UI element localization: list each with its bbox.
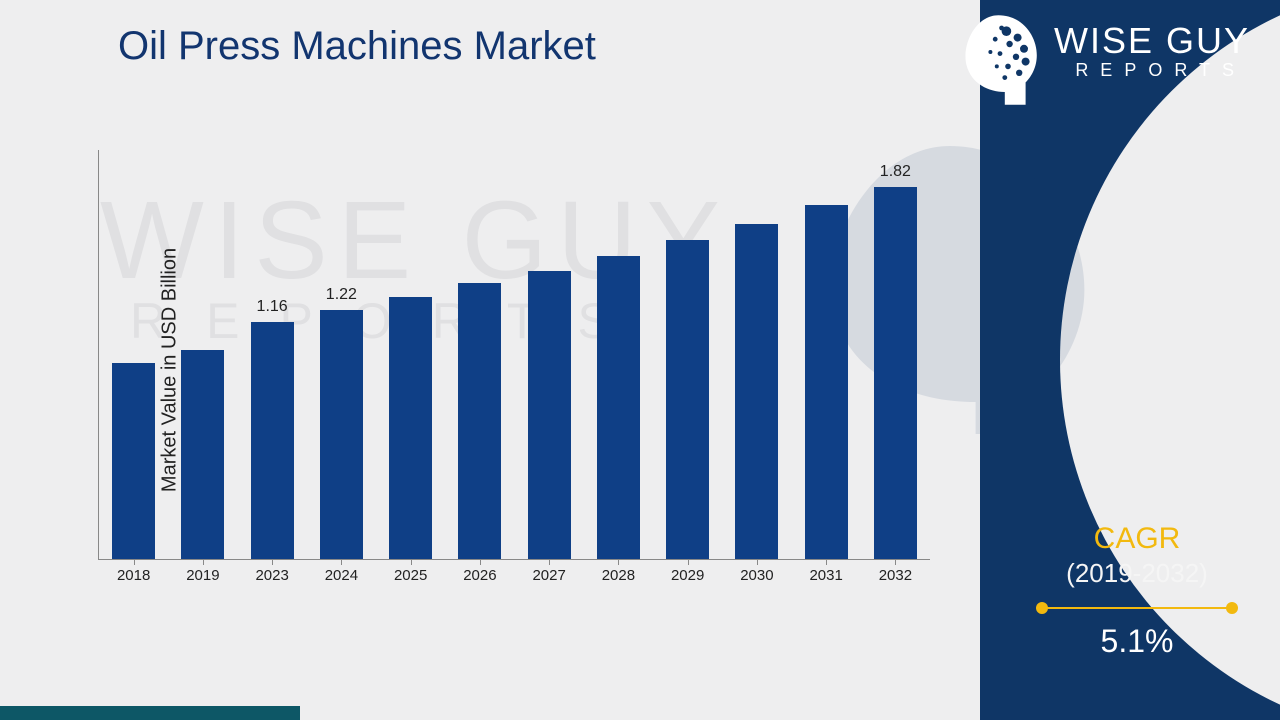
bar-value-label: 1.82 [880,163,911,181]
x-category-label: 2031 [809,567,842,584]
cagr-divider [1042,607,1232,609]
bar [458,283,501,559]
x-category-label: 2019 [186,567,219,584]
x-category-label: 2027 [532,567,565,584]
x-tick [549,559,550,565]
x-category-label: 2029 [671,567,704,584]
x-tick [480,559,481,565]
x-tick [411,559,412,565]
bar [389,297,432,559]
logo-line1: WISE GUY [1054,20,1250,62]
logo-line2: REPORTS [1054,60,1246,81]
x-tick [826,559,827,565]
bar [597,256,640,559]
cagr-label: CAGR [1032,522,1242,556]
plot-area: 2018201920231.1620241.222025202620272028… [98,150,930,560]
bar [666,240,709,559]
x-category-label: 2026 [463,567,496,584]
x-tick [203,559,204,565]
bar [735,224,778,559]
page-canvas: WISE GUY REPORTS Oil Press Machines Mark… [0,0,1280,720]
bar [805,205,848,559]
bar-value-label: 1.16 [257,298,288,316]
bar [251,322,294,559]
x-category-label: 2030 [740,567,773,584]
logo-head-icon [960,12,1040,108]
chart-title: Oil Press Machines Market [118,24,596,69]
bar [112,363,155,559]
x-tick [895,559,896,565]
cagr-value: 5.1% [1032,623,1242,660]
x-category-label: 2025 [394,567,427,584]
x-category-label: 2032 [879,567,912,584]
bar [181,350,224,559]
cagr-range: (2019-2032) [1032,558,1242,589]
bar [528,271,571,559]
x-category-label: 2028 [602,567,635,584]
bar-chart: Market Value in USD Billion 201820192023… [60,150,930,590]
x-category-label: 2018 [117,567,150,584]
x-tick [341,559,342,565]
x-tick [757,559,758,565]
x-tick [134,559,135,565]
x-tick [272,559,273,565]
x-tick [618,559,619,565]
bar-value-label: 1.22 [326,286,357,304]
x-tick [688,559,689,565]
cagr-block: CAGR (2019-2032) 5.1% [1032,522,1242,660]
x-category-label: 2024 [325,567,358,584]
x-category-label: 2023 [255,567,288,584]
bottom-strip [0,706,300,720]
brand-logo: WISE GUY REPORTS [1054,20,1250,81]
bar [320,310,363,559]
bar [874,187,917,559]
